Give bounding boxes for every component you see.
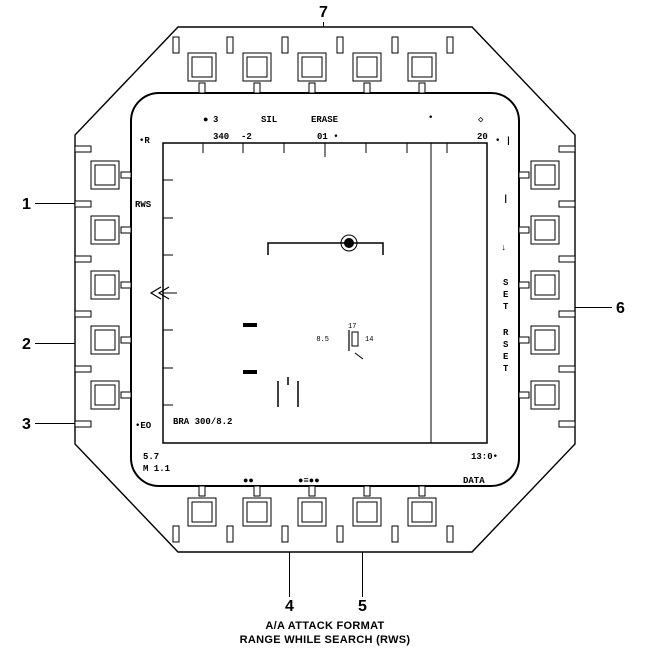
own-speed: 5.7 — [143, 452, 159, 462]
osb-l5: •EO — [135, 421, 152, 431]
bot-tick-bar-3 — [282, 526, 288, 542]
bot-tick-bar-2 — [227, 526, 233, 542]
time-readout: 13:0• — [471, 452, 498, 462]
callout-4: 4 — [285, 598, 294, 616]
callout-1: 1 — [22, 196, 31, 214]
bot-tick-bar-6 — [447, 526, 453, 542]
osb-top-2-num: 3 — [213, 115, 218, 125]
left-tick-4 — [75, 311, 91, 317]
right-tick-3 — [559, 256, 575, 262]
osb-top-3: SIL — [261, 115, 277, 125]
tgt-speed: 8.5 — [316, 336, 329, 344]
osb-r1: • | — [495, 136, 511, 146]
osb-r4-a: S — [503, 278, 509, 288]
top-tick-bar-5 — [392, 37, 398, 53]
bot-tick-bar-4 — [337, 526, 343, 542]
left-tick-3 — [75, 256, 91, 262]
callout-2: 2 — [22, 336, 31, 354]
mfd-display: 17 14 8.5 340 01 • 20 -2 ● 3 SIL ERASE •… — [73, 25, 577, 554]
left-tick-2 — [75, 201, 91, 207]
osb-r5-a: R — [503, 328, 509, 338]
heading-right: 20 — [477, 132, 488, 142]
osb-top-4: ERASE — [311, 115, 339, 125]
osb-r4-c: T — [503, 302, 509, 312]
osb-top-6: ◇ — [478, 115, 484, 125]
osb-bot-3: ●≡●● — [298, 476, 320, 486]
bra-readout: BRA 300/8.2 — [173, 417, 232, 427]
steering-dot-icon — [344, 238, 354, 248]
osb-bot-2: ●● — [243, 476, 254, 486]
osb-r5-d: T — [503, 364, 509, 374]
heading-left: 340 — [213, 132, 229, 142]
osb-r5-b: S — [503, 340, 509, 350]
top-tick-bar — [173, 37, 179, 53]
search-target-2-icon — [243, 370, 257, 374]
left-tick-6 — [75, 421, 91, 427]
bot-tick-bar — [173, 526, 179, 542]
osb-r5-c: E — [503, 352, 509, 362]
right-tick-2 — [559, 201, 575, 207]
callout-3: 3 — [22, 416, 31, 434]
osb-r4-b: E — [503, 290, 509, 300]
caption-line-2: RANGE WHILE SEARCH (RWS) — [0, 634, 650, 646]
callout-7: 7 — [319, 4, 328, 22]
osb-r3-arrow: ↓ — [501, 243, 506, 253]
top-tick-bar-6 — [447, 37, 453, 53]
tgt-right-num: 14 — [365, 336, 373, 344]
own-mach: M 1.1 — [143, 464, 171, 474]
osb-l1: •R — [139, 136, 150, 146]
top-tick-bar-4 — [337, 37, 343, 53]
right-tick-5 — [559, 366, 575, 372]
right-tick-1 — [559, 146, 575, 152]
top-tick-bar-2 — [227, 37, 233, 53]
bot-tick-bar-5 — [392, 526, 398, 542]
caption-line-1: A/A ATTACK FORMAT — [0, 620, 650, 632]
osb-l2: RWS — [135, 200, 152, 210]
heading-ctr-sub: 01 • — [317, 132, 339, 142]
osb-bot-5: DATA — [463, 476, 485, 486]
right-tick-6 — [559, 421, 575, 427]
search-target-1-icon — [243, 323, 257, 327]
osb-r2: | — [503, 194, 508, 204]
osb-top-2-bullet: ● — [203, 115, 208, 125]
tgt-top-num: 17 — [348, 323, 356, 331]
heading-left-2: -2 — [241, 132, 252, 142]
osb-top-5: • — [428, 113, 433, 123]
left-tick-5 — [75, 366, 91, 372]
left-tick-1 — [75, 146, 91, 152]
right-tick-4 — [559, 311, 575, 317]
callout-6: 6 — [616, 300, 625, 318]
callout-5: 5 — [358, 598, 367, 616]
top-tick-bar-3 — [282, 37, 288, 53]
